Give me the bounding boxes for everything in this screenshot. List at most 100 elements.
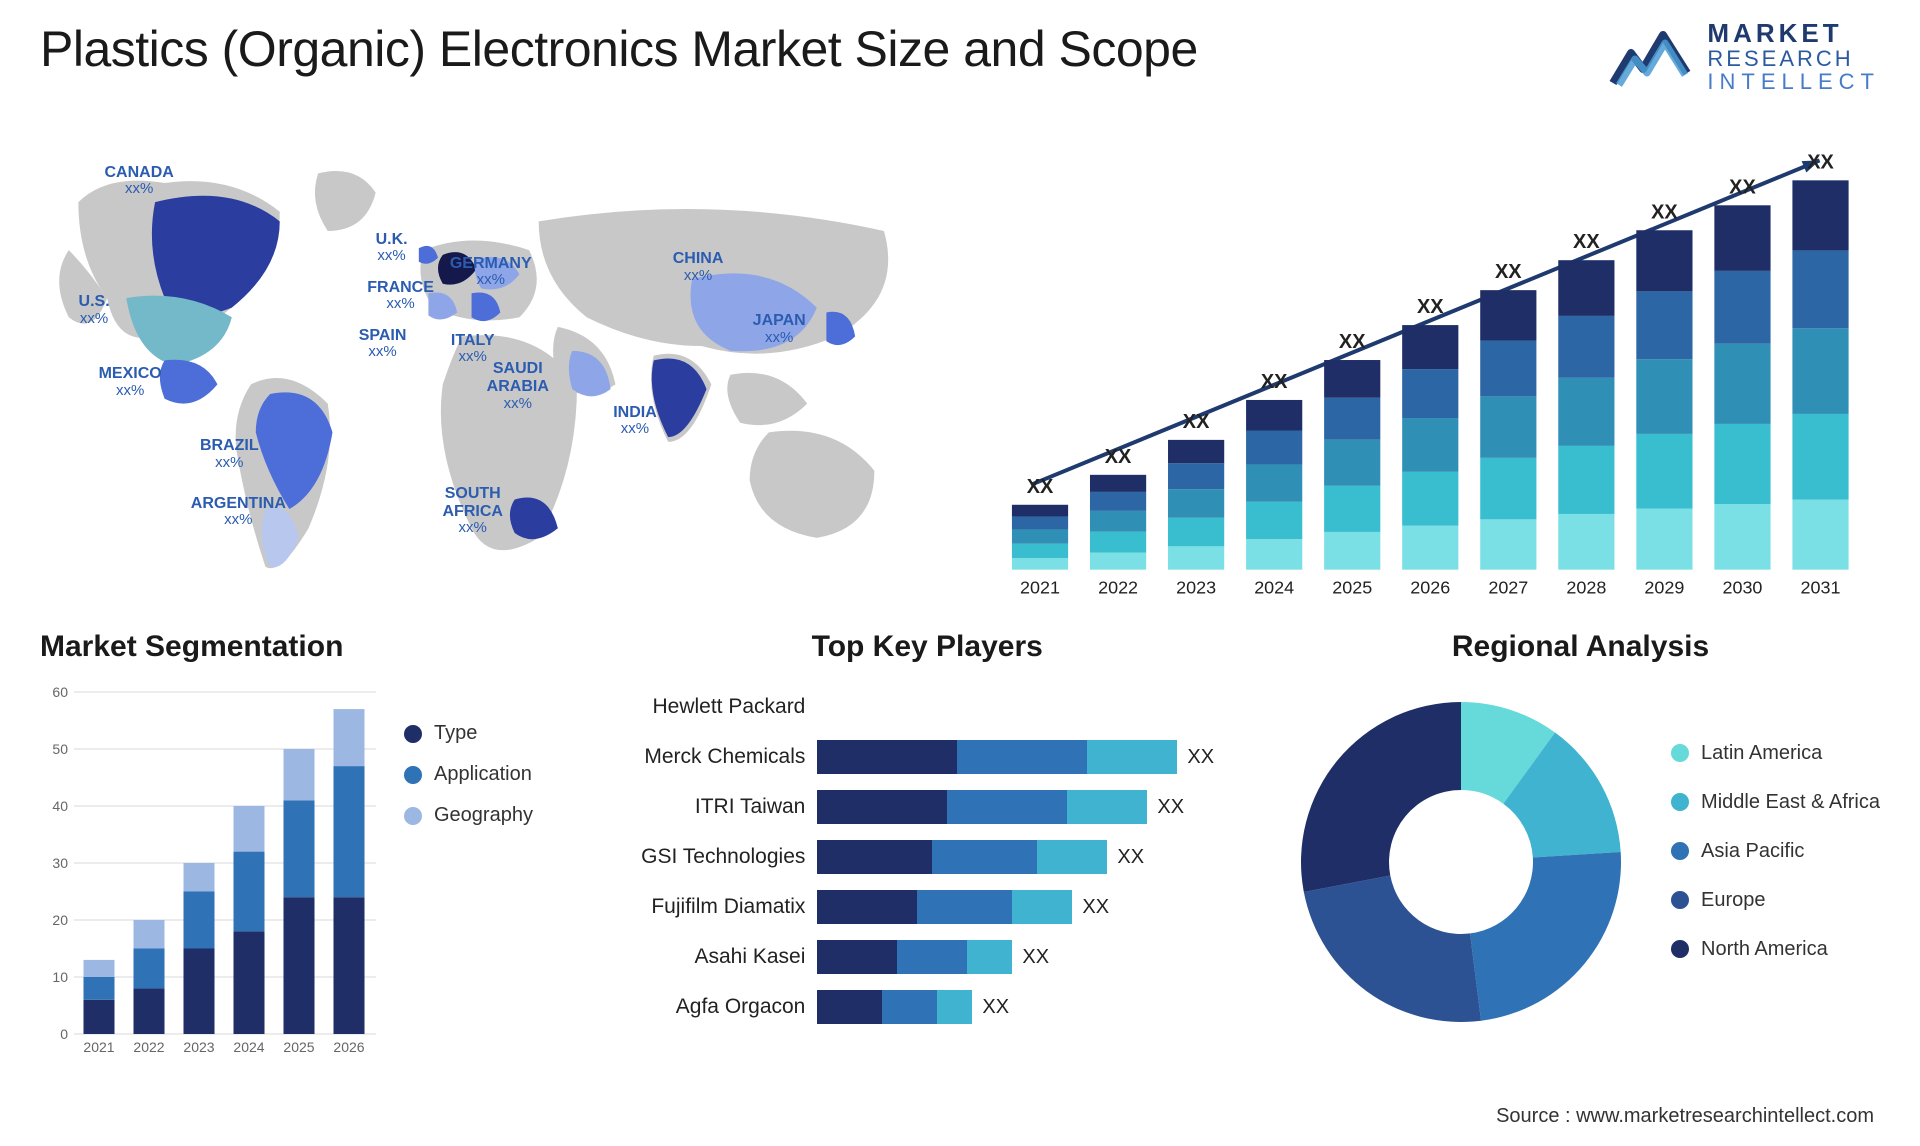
player-row: XX <box>817 882 1251 932</box>
map-label: U.K.xx% <box>376 231 408 265</box>
segmentation-legend: Type Application Geography <box>404 682 533 1062</box>
legend-item: Type <box>404 722 533 745</box>
legend-item: Application <box>404 763 533 786</box>
player-row <box>817 682 1251 732</box>
players-labels: Hewlett PackardMerck ChemicalsITRI Taiwa… <box>603 682 813 1032</box>
svg-text:XX: XX <box>1339 331 1366 353</box>
logo-text-3: INTELLECT <box>1707 70 1880 93</box>
svg-text:50: 50 <box>52 741 68 757</box>
svg-text:0: 0 <box>60 1026 68 1042</box>
svg-text:2031: 2031 <box>1801 578 1841 598</box>
player-row: XX <box>817 832 1251 882</box>
svg-text:30: 30 <box>52 855 68 871</box>
player-row: XX <box>817 782 1251 832</box>
svg-text:2022: 2022 <box>1099 578 1139 598</box>
logo-mark-icon <box>1609 25 1691 89</box>
map-label: INDIAxx% <box>613 404 657 438</box>
segmentation-chart: 0 10 20 30 40 50 60 2021 2022 2023 2024 2025 2026 <box>40 682 380 1062</box>
map-label: SPAINxx% <box>359 327 407 361</box>
map-label: CANADAxx% <box>104 164 173 198</box>
forecast-chart-svg: 2021 XX 2022 XX 2023 XX 2024 XX 2025 XX 2026 XX 2027… <box>1001 140 1860 610</box>
player-row: XX <box>817 932 1251 982</box>
svg-text:60: 60 <box>52 684 68 700</box>
regional-legend: Latin America Middle East & Africa Asia Pa… <box>1671 738 1880 987</box>
players-bars: XX XX XX XX XX XX <box>817 682 1251 1032</box>
svg-text:2025: 2025 <box>1333 578 1373 598</box>
legend-item: Geography <box>404 804 533 827</box>
svg-text:XX: XX <box>1574 231 1601 253</box>
svg-text:2025: 2025 <box>283 1039 314 1055</box>
svg-text:XX: XX <box>1417 296 1444 318</box>
player-label: Fujifilm Diamatix <box>603 882 805 932</box>
player-value: XX <box>1117 846 1144 869</box>
logo-text-1: MARKET <box>1707 20 1880 47</box>
source-text: Source : www.marketresearchintellect.com <box>1496 1105 1874 1128</box>
svg-text:XX: XX <box>1652 201 1679 223</box>
players-title: Top Key Players <box>603 630 1251 664</box>
svg-text:2023: 2023 <box>183 1039 214 1055</box>
legend-item: Europe <box>1671 889 1880 912</box>
svg-text:XX: XX <box>1105 446 1132 468</box>
svg-text:2026: 2026 <box>1411 578 1451 598</box>
page-title: Plastics (Organic) Electronics Market Si… <box>40 20 1198 78</box>
map-label: ARGENTINAxx% <box>191 495 286 529</box>
header: Plastics (Organic) Electronics Market Si… <box>40 20 1880 120</box>
player-value: XX <box>1082 896 1109 919</box>
forecast-chart: 2021 XX 2022 XX 2023 XX 2024 XX 2025 XX 2026 XX 2027… <box>981 130 1880 610</box>
segmentation-title: Market Segmentation <box>40 630 573 664</box>
map-label: BRAZILxx% <box>200 437 259 471</box>
svg-text:2026: 2026 <box>333 1039 364 1055</box>
svg-text:2024: 2024 <box>1255 578 1295 598</box>
world-map: CANADAxx%U.S.xx%MEXICOxx%BRAZILxx%ARGENT… <box>40 130 941 610</box>
player-value: XX <box>1022 946 1049 969</box>
map-label: CHINAxx% <box>673 250 724 284</box>
player-label: Asahi Kasei <box>603 932 805 982</box>
player-label: GSI Technologies <box>603 832 805 882</box>
player-value: XX <box>982 996 1009 1019</box>
regional-panel: Regional Analysis Latin America Middle Ea… <box>1281 630 1880 1100</box>
svg-text:40: 40 <box>52 798 68 814</box>
svg-text:XX: XX <box>1027 476 1054 498</box>
svg-text:2028: 2028 <box>1567 578 1607 598</box>
svg-text:XX: XX <box>1730 176 1757 198</box>
svg-text:2022: 2022 <box>133 1039 164 1055</box>
svg-text:2021: 2021 <box>1021 578 1061 598</box>
player-bar <box>817 740 1177 774</box>
svg-text:10: 10 <box>52 969 68 985</box>
svg-text:2030: 2030 <box>1723 578 1763 598</box>
svg-text:XX: XX <box>1183 411 1210 433</box>
svg-text:2027: 2027 <box>1489 578 1529 598</box>
map-label: SOUTHAFRICAxx% <box>442 485 502 537</box>
svg-text:20: 20 <box>52 912 68 928</box>
regional-title: Regional Analysis <box>1281 630 1880 664</box>
brand-logo: MARKET RESEARCH INTELLECT <box>1609 20 1880 93</box>
legend-item: Middle East & Africa <box>1671 791 1880 814</box>
map-label: SAUDIARABIAxx% <box>487 360 549 412</box>
legend-item: Latin America <box>1671 742 1880 765</box>
player-value: XX <box>1187 746 1214 769</box>
svg-text:2023: 2023 <box>1177 578 1217 598</box>
player-label: ITRI Taiwan <box>603 782 805 832</box>
legend-item: Asia Pacific <box>1671 840 1880 863</box>
players-panel: Top Key Players Hewlett PackardMerck Che… <box>603 630 1251 1100</box>
svg-text:XX: XX <box>1261 371 1288 393</box>
svg-text:2021: 2021 <box>83 1039 114 1055</box>
map-label: GERMANYxx% <box>450 255 532 289</box>
regional-donut <box>1281 682 1641 1042</box>
segmentation-panel: Market Segmentation 0 10 20 30 40 50 60 2021 202… <box>40 630 573 1100</box>
legend-item: North America <box>1671 938 1880 961</box>
player-value: XX <box>1157 796 1184 819</box>
player-label: Merck Chemicals <box>603 732 805 782</box>
map-label: JAPANxx% <box>753 312 806 346</box>
player-row: XX <box>817 732 1251 782</box>
map-label: FRANCExx% <box>367 279 434 313</box>
player-bar <box>817 790 1147 824</box>
player-bar <box>817 840 1107 874</box>
player-bar <box>817 940 1012 974</box>
logo-text-2: RESEARCH <box>1707 47 1880 70</box>
svg-text:2024: 2024 <box>233 1039 264 1055</box>
player-bar <box>817 890 1072 924</box>
player-bar <box>817 990 972 1024</box>
player-row: XX <box>817 982 1251 1032</box>
svg-text:XX: XX <box>1495 261 1522 283</box>
